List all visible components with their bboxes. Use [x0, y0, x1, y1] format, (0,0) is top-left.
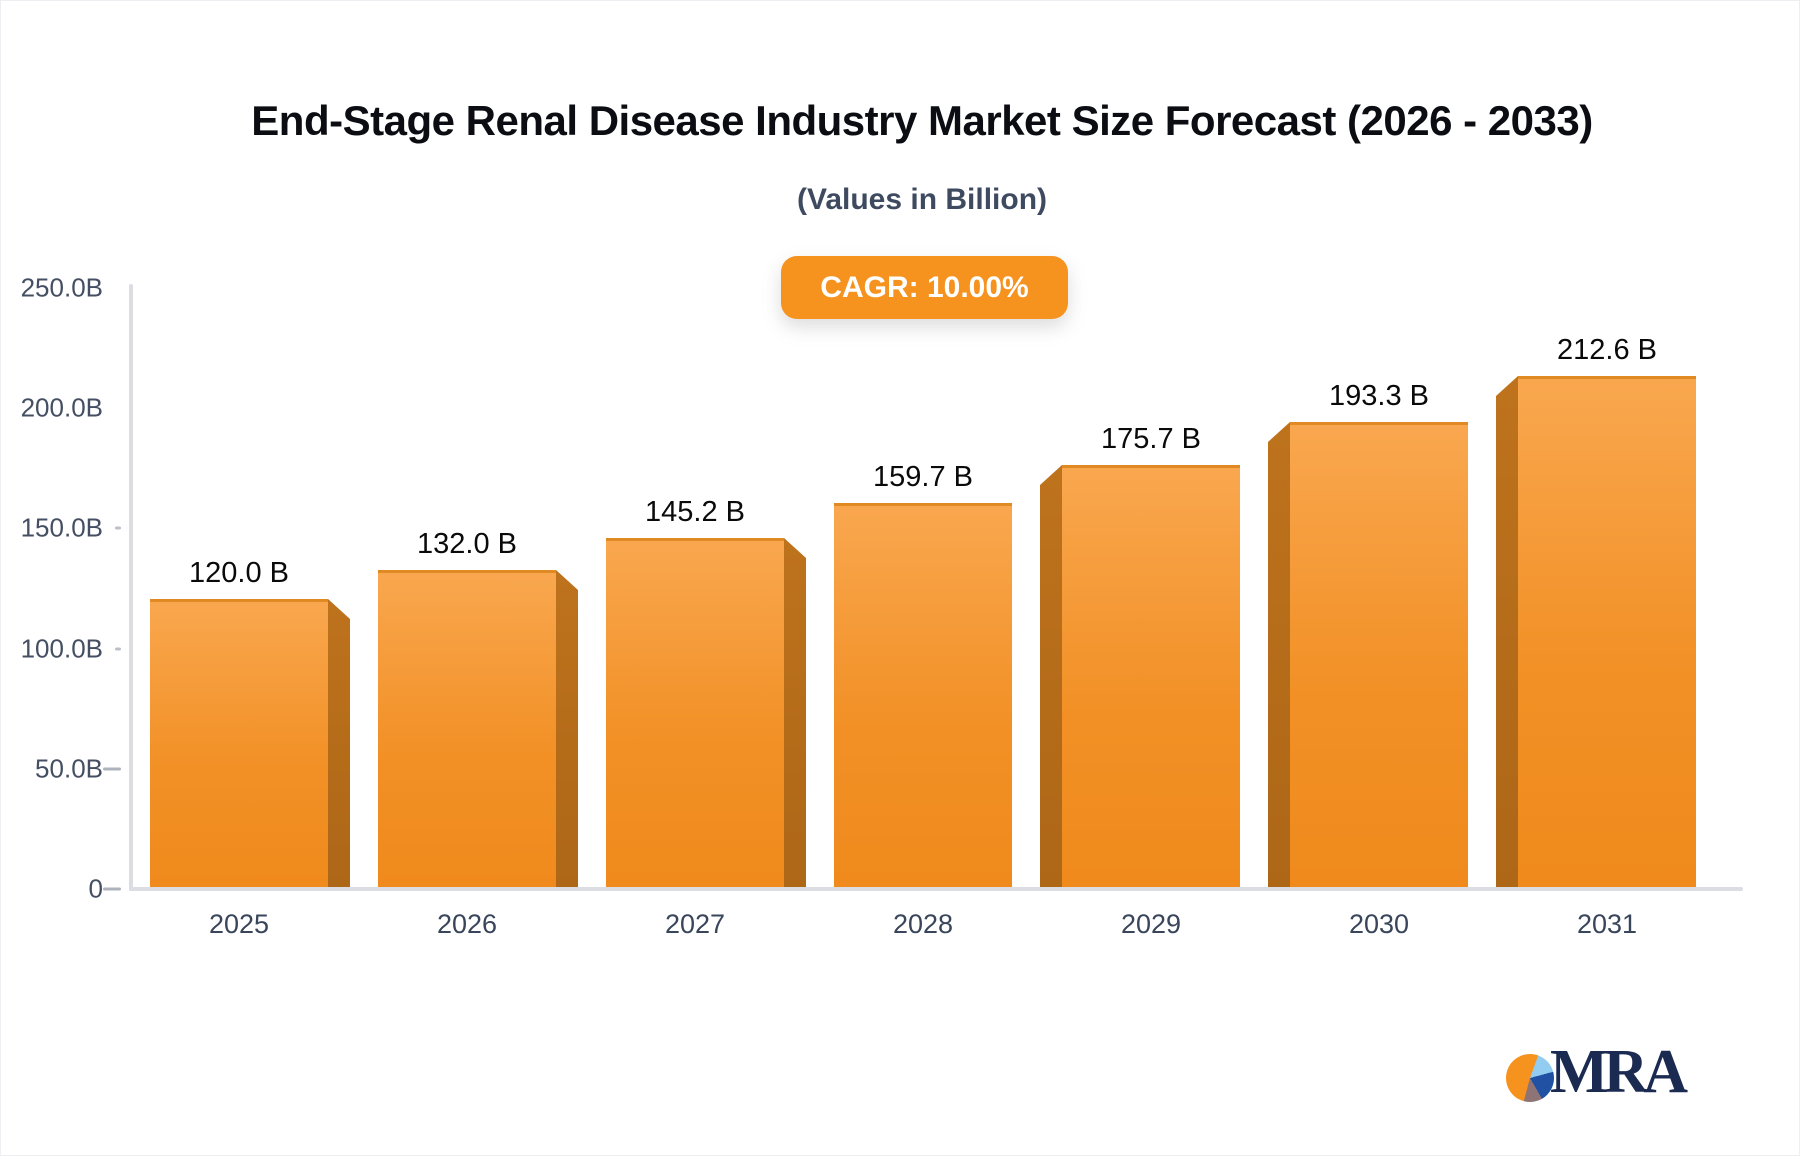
bar[interactable] [150, 599, 328, 887]
cagr-badge: CAGR: 10.00% [781, 256, 1068, 319]
bar[interactable] [1290, 422, 1468, 887]
x-axis-tick-label: 2028 [892, 909, 954, 939]
y-axis-tick-label: 150.0B [20, 512, 103, 543]
x-axis-tick-label: 2030 [1348, 909, 1410, 939]
x-axis-tick-label: 2026 [436, 909, 498, 939]
y-axis-tick-mark [115, 526, 121, 530]
bar-3d-side-face [1268, 422, 1290, 887]
y-axis-tick-mark [103, 767, 121, 771]
y-axis-tick-mark [115, 647, 121, 651]
x-axis-tick-label: 2031 [1576, 909, 1638, 939]
x-axis-tick-label: 2025 [208, 909, 270, 939]
bar-value-label: 120.0 B [189, 557, 289, 589]
y-axis-tick-label: 100.0B [20, 633, 103, 664]
chart-subtitle: (Values in Billion) [796, 183, 1048, 216]
y-axis-tick-mark [103, 887, 121, 891]
bar-value-label: 159.7 B [873, 461, 973, 493]
y-axis-line [129, 284, 133, 891]
y-axis-tick-label: 200.0B [20, 392, 103, 423]
x-axis-tick-label: 2027 [664, 909, 726, 939]
bar-value-label: 145.2 B [645, 496, 745, 528]
x-axis-baseline [129, 887, 1743, 891]
chart-title: End-Stage Renal Disease Industry Market … [251, 97, 1593, 144]
bar[interactable] [1518, 376, 1696, 887]
bar[interactable] [1062, 465, 1240, 887]
brand-logo-text: MRA [1550, 1038, 1688, 1106]
bar[interactable] [378, 570, 556, 887]
bar[interactable] [834, 503, 1012, 887]
bar-value-label: 132.0 B [417, 528, 517, 560]
bar-value-label: 212.6 B [1557, 334, 1657, 366]
bar[interactable] [606, 538, 784, 887]
bar-3d-side-face [328, 599, 350, 887]
pie-chart-icon [1506, 1053, 1554, 1102]
y-axis-tick-label: 50.0B [35, 753, 103, 784]
bar-3d-side-face [1040, 465, 1062, 887]
bar-3d-side-face [1496, 376, 1518, 887]
x-axis-tick-label: 2029 [1120, 909, 1182, 939]
y-axis-tick-label: 0 [88, 873, 103, 904]
bar-value-label: 193.3 B [1329, 380, 1429, 412]
bar-3d-side-face [556, 570, 578, 887]
bar-3d-side-face [784, 538, 806, 887]
bar-value-label: 175.7 B [1101, 423, 1201, 455]
brand-logo: MRA [1506, 1037, 1688, 1108]
y-axis-tick-label: 250.0B [20, 272, 103, 303]
